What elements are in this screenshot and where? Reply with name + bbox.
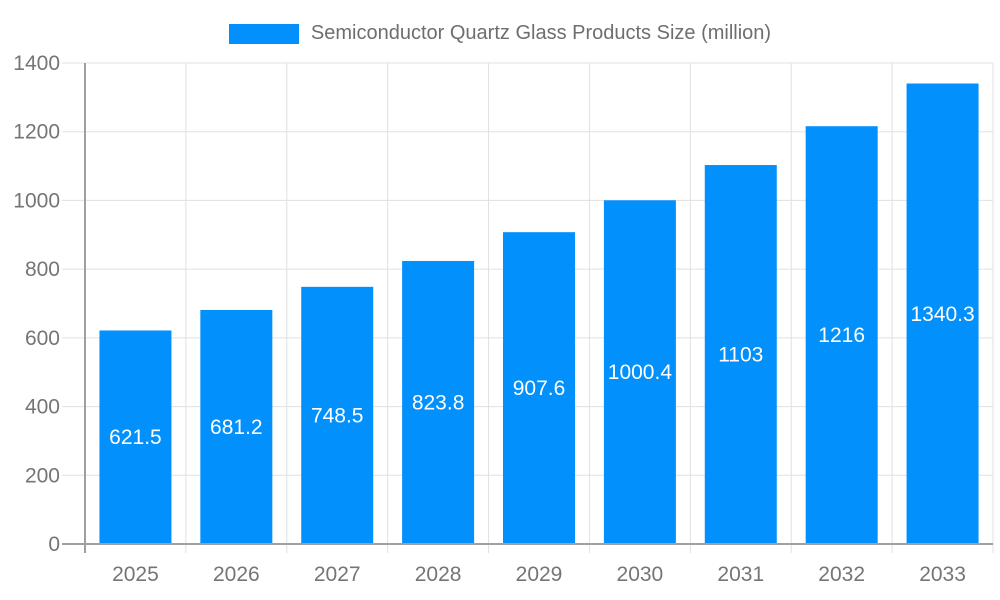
x-tick-label: 2031 [717,563,764,586]
x-tick-label: 2030 [617,563,664,586]
x-tick-label: 2028 [415,563,462,586]
x-tick-label: 2029 [516,563,563,586]
y-tick-label: 600 [25,327,60,350]
bar[interactable] [603,200,676,544]
y-tick-label: 1400 [13,52,60,75]
bar-value-label: 621.5 [109,426,162,449]
y-tick-label: 400 [25,396,60,419]
legend-label: Semiconductor Quartz Glass Products Size… [310,22,772,44]
y-tick-label: 800 [25,258,60,281]
bar[interactable] [503,232,575,545]
y-tick-label: 1000 [13,189,60,212]
bar[interactable] [301,286,374,544]
bar-value-label: 823.8 [412,391,465,414]
x-tick-label: 2033 [919,563,966,586]
bar-value-label: 907.6 [513,377,566,400]
bar[interactable] [704,165,777,544]
bar-value-label: 1000.4 [608,361,673,384]
x-tick-label: 2032 [818,563,865,586]
bar[interactable] [906,83,979,544]
legend-swatch-icon [228,23,299,44]
y-tick-label: 1200 [13,121,60,144]
bar[interactable] [805,126,878,545]
bar[interactable] [99,330,172,544]
legend[interactable]: Semiconductor Quartz Glass Products Size… [0,22,1000,45]
bar-value-label: 748.5 [311,404,364,427]
bar[interactable] [402,260,475,544]
bar-value-label: 1216 [818,324,865,347]
y-tick-label: 0 [48,533,60,556]
bar-value-label: 1103 [718,344,763,367]
x-tick-label: 2027 [314,563,361,586]
y-tick-label: 200 [25,464,60,487]
bar-value-label: 681.2 [210,416,263,439]
x-tick-label: 2025 [112,563,159,586]
bar-value-label: 1340.3 [910,303,974,326]
x-tick-label: 2026 [213,563,260,586]
bar[interactable] [200,309,273,544]
